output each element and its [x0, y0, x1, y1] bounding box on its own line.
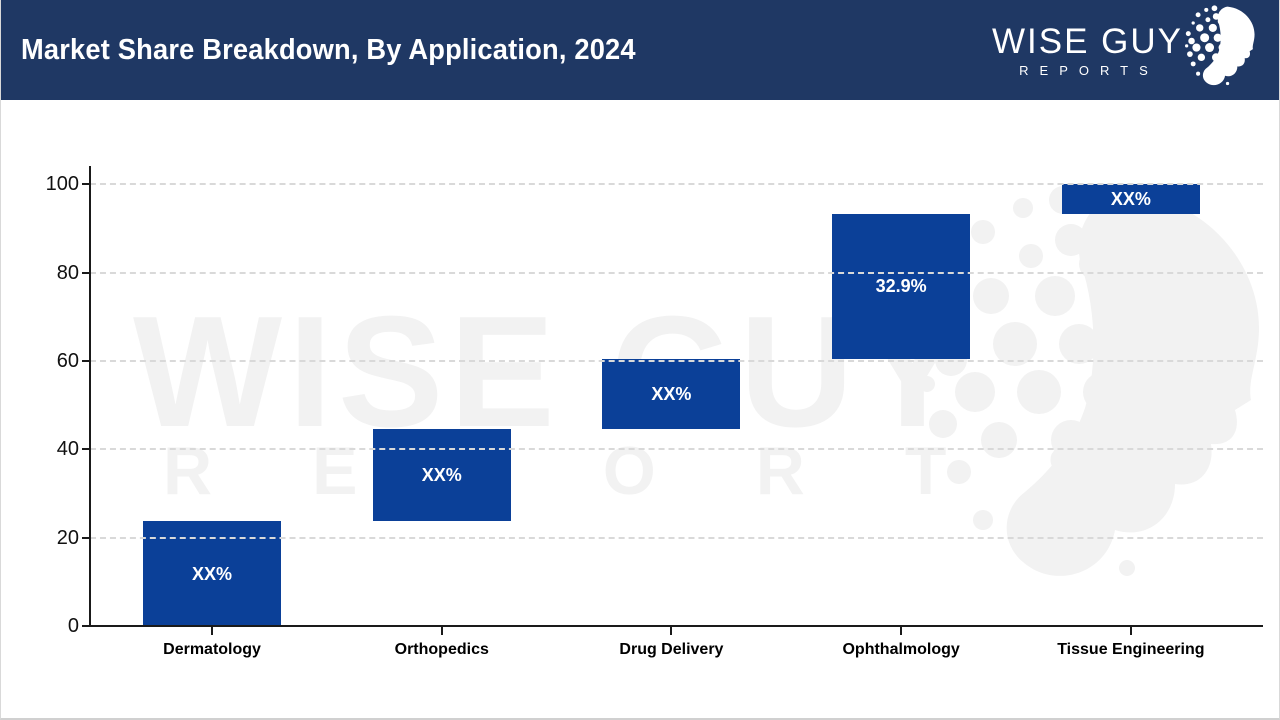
y-axis-line: [89, 166, 91, 627]
y-axis-tick-label: 20: [56, 526, 79, 549]
bar-ophthalmology: [832, 213, 971, 359]
y-tick-40: [82, 448, 90, 451]
x-axis-category-label: Ophthalmology: [842, 641, 960, 658]
brand-logo-text: WISE GUY REPORTS: [992, 24, 1183, 77]
x-tick-ophthalmology: [900, 627, 903, 635]
bar-value-label-orthopedics: XX%: [421, 465, 462, 486]
y-tick-80: [82, 271, 90, 274]
y-tick-20: [82, 536, 90, 539]
brand-face-icon: [1179, 5, 1263, 95]
x-tick-dermatology: [211, 627, 214, 635]
y-axis-tick-label: 40: [56, 438, 79, 461]
y-tick-60: [82, 360, 90, 363]
bar-drug-delivery: [602, 358, 741, 430]
x-tick-drug-delivery: [670, 627, 673, 635]
bar-dermatology: [143, 521, 282, 626]
gridline-40: [90, 448, 1263, 451]
bar-value-label-tissue-engineering: XX%: [1110, 188, 1151, 209]
x-axis-category-label: Orthopedics: [394, 641, 489, 658]
watermark-text: WISE GUY: [133, 284, 972, 460]
y-axis-tick-label: 80: [56, 261, 79, 284]
gridline-60: [90, 360, 1263, 363]
gridline-80: [90, 271, 1263, 274]
x-axis-category-label: Tissue Engineering: [1057, 641, 1205, 658]
y-tick-100: [82, 183, 90, 186]
gridline-100: [90, 183, 1263, 186]
x-tick-orthopedics: [440, 627, 443, 635]
brand-name: WISE GUY: [991, 21, 1183, 61]
x-axis-line: [89, 625, 1263, 627]
brand-subname: REPORTS: [1019, 62, 1159, 78]
bar-value-label-ophthalmology: 32.9%: [875, 276, 927, 297]
x-axis-category-label: Drug Delivery: [619, 641, 724, 658]
bar-value-label-drug-delivery: XX%: [651, 383, 692, 404]
y-axis-tick-label: 100: [45, 173, 79, 196]
page-title: Market Share Breakdown, By Application, …: [21, 33, 636, 66]
brand-logo: WISE GUY REPORTS: [992, 5, 1263, 95]
watermark-subtext: REPORTS: [163, 433, 1192, 509]
bar-orthopedics: [372, 429, 511, 522]
x-tick-tissue-engineering: [1129, 627, 1132, 635]
x-axis-category-label: Dermatology: [163, 641, 261, 658]
app-header: Market Share Breakdown, By Application, …: [1, 0, 1279, 100]
y-axis-tick-label: 60: [56, 350, 79, 373]
gridline-20: [90, 536, 1263, 539]
y-axis-tick-label: 0: [67, 615, 79, 637]
y-tick-0: [82, 625, 90, 627]
bar-tissue-engineering: [1061, 184, 1200, 214]
bar-value-label-dermatology: XX%: [192, 563, 233, 584]
